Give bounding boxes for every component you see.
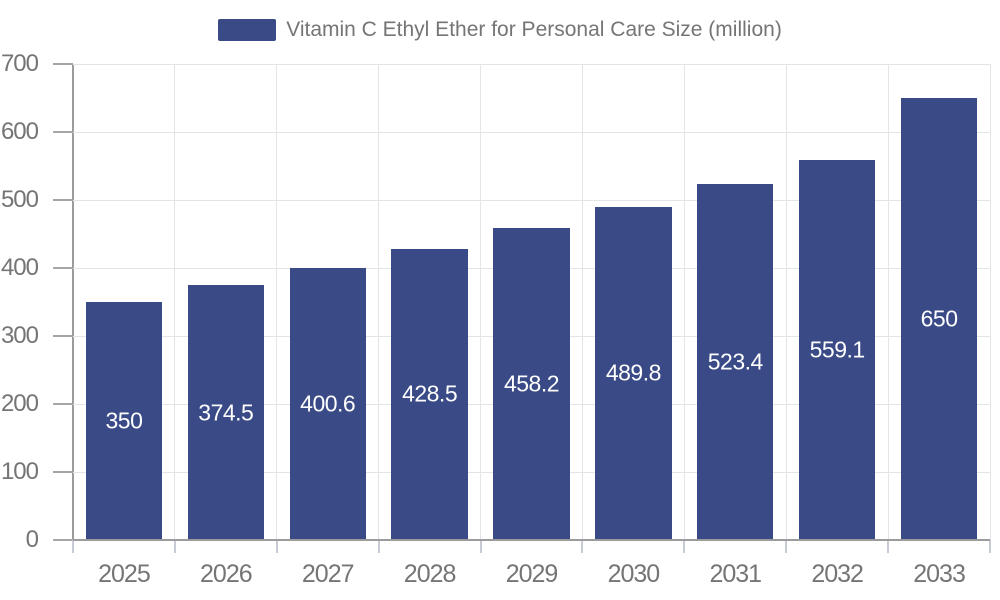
x-axis-tick-label: 2032 bbox=[811, 560, 864, 588]
bar-value-label: 523.4 bbox=[707, 348, 764, 375]
v-gridline bbox=[683, 64, 685, 540]
legend-label: Vitamin C Ethyl Ether for Personal Care … bbox=[286, 18, 782, 41]
v-gridline bbox=[887, 64, 889, 540]
h-gridline bbox=[73, 131, 990, 133]
bar: 650 bbox=[900, 98, 978, 540]
x-axis-tick bbox=[581, 540, 584, 553]
y-axis-tick bbox=[53, 199, 73, 201]
y-axis-tick bbox=[53, 63, 73, 65]
x-axis-tick-label: 2026 bbox=[200, 560, 253, 588]
x-axis-tick bbox=[72, 540, 74, 553]
x-axis-tick-label: 2028 bbox=[403, 560, 457, 588]
x-axis-tick-label: 2025 bbox=[98, 560, 151, 588]
v-gridline bbox=[174, 64, 176, 540]
x-axis-tick-label: 2030 bbox=[607, 560, 661, 588]
bar-value-label: 374.5 bbox=[198, 399, 254, 426]
bar-value-label: 650 bbox=[920, 305, 958, 332]
v-gridline bbox=[276, 64, 278, 540]
x-axis-tick bbox=[377, 540, 380, 553]
y-axis-tick-label: 200 bbox=[0, 390, 39, 417]
bar-value-label: 489.8 bbox=[605, 359, 662, 386]
bar: 559.1 bbox=[798, 159, 876, 540]
legend-swatch-icon bbox=[218, 19, 277, 41]
bar: 458.2 bbox=[493, 228, 570, 540]
x-axis-tick bbox=[479, 540, 482, 553]
x-axis-tick-label: 2033 bbox=[913, 560, 966, 588]
bar: 489.8 bbox=[595, 206, 672, 540]
bar: 400.6 bbox=[289, 267, 366, 540]
bar-value-label: 400.6 bbox=[300, 390, 356, 417]
bar-value-label: 428.5 bbox=[402, 380, 458, 407]
bar-value-label: 350 bbox=[105, 407, 143, 434]
y-axis-tick-label: 400 bbox=[0, 254, 39, 281]
bar: 523.4 bbox=[697, 184, 774, 540]
y-axis-tick-label: 0 bbox=[25, 526, 39, 553]
x-axis-tick bbox=[275, 540, 278, 553]
v-gridline bbox=[785, 64, 787, 540]
bar: 428.5 bbox=[391, 248, 468, 540]
y-axis-tick-label: 300 bbox=[0, 322, 39, 349]
v-gridline bbox=[989, 64, 991, 540]
x-axis-tick bbox=[683, 540, 686, 553]
x-axis-tick bbox=[887, 540, 890, 553]
y-axis-tick bbox=[53, 403, 73, 405]
x-axis-tick bbox=[989, 540, 991, 553]
v-gridline bbox=[581, 64, 583, 540]
y-axis-tick bbox=[53, 335, 73, 337]
v-gridline bbox=[378, 64, 380, 540]
bar: 374.5 bbox=[187, 285, 265, 540]
x-axis-tick-label: 2031 bbox=[709, 560, 762, 588]
bar: 350 bbox=[85, 302, 163, 540]
legend[interactable]: Vitamin C Ethyl Ether for Personal Care … bbox=[0, 18, 1000, 42]
y-axis-tick bbox=[53, 539, 73, 541]
y-axis-tick-label: 700 bbox=[0, 50, 39, 77]
y-axis-line bbox=[72, 64, 74, 553]
y-axis-tick-label: 500 bbox=[0, 186, 39, 213]
y-axis-tick bbox=[53, 131, 73, 133]
v-gridline bbox=[480, 64, 482, 540]
bar-value-label: 559.1 bbox=[809, 336, 866, 363]
x-axis-tick-label: 2029 bbox=[505, 560, 559, 588]
y-axis-tick bbox=[53, 267, 73, 269]
x-axis-tick bbox=[785, 540, 788, 553]
bar-value-label: 458.2 bbox=[503, 370, 560, 397]
y-axis-tick-label: 600 bbox=[0, 118, 39, 145]
x-axis-tick-label: 2027 bbox=[301, 560, 355, 588]
h-gridline bbox=[73, 199, 990, 201]
h-gridline bbox=[73, 63, 990, 65]
y-axis-tick bbox=[53, 471, 73, 473]
plot-area: 0 100 200 300 400 500 600 700 350 2025 374.5 2026 40… bbox=[1, 50, 991, 588]
x-axis-line bbox=[73, 539, 990, 541]
x-axis-tick bbox=[173, 540, 176, 553]
y-axis-tick-label: 100 bbox=[0, 458, 39, 485]
